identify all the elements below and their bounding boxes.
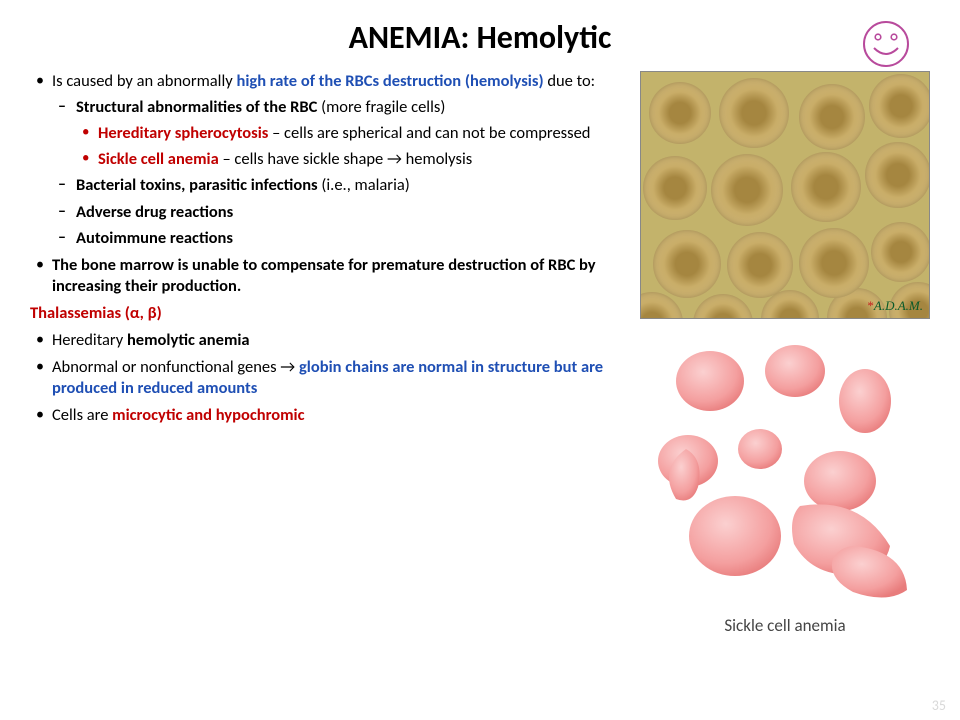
list-item: Cells are microcytic and hypochromic: [30, 405, 628, 426]
sickle-cell-illustration: [640, 331, 930, 611]
rbc-cell: [719, 78, 789, 148]
list-item: Hereditary hemolytic anemia: [30, 330, 628, 351]
bold-text: Adverse drug reactions: [76, 202, 233, 222]
list-item: Hereditary spherocytosis – cells are sph…: [76, 123, 628, 144]
text: Is caused by an abnormally: [52, 71, 236, 91]
text-column: Is caused by an abnormally high rate of …: [30, 71, 628, 636]
bold-text: Autoimmune reactions: [76, 228, 233, 248]
highlight-text: high rate of the RBCs destruction (hemol…: [236, 71, 547, 91]
list-item: Sickle cell anemia – cells have sickle s…: [76, 149, 628, 170]
text: – cells are spherical and can not be com…: [272, 123, 590, 143]
rbc-cell: [649, 82, 711, 144]
text: due to:: [547, 71, 595, 91]
text: Abnormal or nonfunctional genes →: [52, 357, 299, 377]
list-item: Autoimmune reactions: [52, 228, 628, 249]
text: (i.e., malaria): [321, 175, 409, 195]
rbc-cell: [865, 142, 930, 208]
rbc-cell: [693, 294, 753, 319]
spherocytosis-micrograph: *A.D.A.M.: [640, 71, 930, 319]
rbc-cell: [653, 230, 721, 298]
rbc-cell: [727, 232, 793, 298]
bold-text: The bone marrow is unable to compensate …: [52, 255, 596, 296]
rbc-cell: [799, 228, 869, 298]
page-title: ANEMIA: Hemolytic: [30, 18, 930, 57]
highlight-text: microcytic and hypochromic: [112, 405, 304, 425]
main-list: Is caused by an abnormally high rate of …: [30, 71, 628, 297]
list-item: Adverse drug reactions: [52, 202, 628, 223]
list-item: The bone marrow is unable to compensate …: [30, 255, 628, 297]
list-item: Is caused by an abnormally high rate of …: [30, 71, 628, 249]
image-column: *A.D.A.M.: [640, 71, 930, 636]
sickle-caption: Sickle cell anemia: [640, 615, 930, 636]
list-item: Bacterial toxins, parasitic infections (…: [52, 175, 628, 196]
text: A.D.A.M.: [874, 298, 923, 313]
text: – cells have sickle shape → hemolysis: [222, 149, 472, 169]
highlight-text: Sickle cell anemia: [98, 149, 222, 169]
page-number: 35: [932, 697, 946, 714]
bold-text: hemolytic anemia: [127, 330, 250, 350]
list-item: Abnormal or nonfunctional genes → globin…: [30, 357, 628, 399]
bold-text: Bacterial toxins, parasitic infections: [76, 175, 321, 195]
highlight-text: Hereditary spherocytosis: [98, 123, 272, 143]
smiley-icon: [860, 18, 912, 70]
rbc-cell: [643, 156, 707, 220]
adam-watermark: *A.D.A.M.: [867, 298, 923, 314]
rbc-cell: [869, 74, 930, 138]
thalassemias-heading: Thalassemias (α, β): [30, 303, 628, 324]
text: Cells are: [52, 405, 112, 425]
rbc-cell: [711, 154, 783, 226]
rbc-cell: [871, 222, 930, 282]
thalassemias-list: Hereditary hemolytic anemia Abnormal or …: [30, 330, 628, 426]
list-item: Structural abnormalities of the RBC (mor…: [52, 97, 628, 170]
content-row: Is caused by an abnormally high rate of …: [30, 71, 930, 636]
sub-sub-list: Hereditary spherocytosis – cells are sph…: [76, 123, 628, 170]
text: Hereditary: [52, 330, 127, 350]
bold-text: Structural abnormalities of the RBC: [76, 97, 321, 117]
sub-list: Structural abnormalities of the RBC (mor…: [52, 97, 628, 249]
text: (more fragile cells): [321, 97, 445, 117]
rbc-cell: [799, 84, 865, 150]
rbc-cell: [791, 152, 861, 222]
slide: ANEMIA: Hemolytic Is caused by an abnorm…: [0, 0, 960, 720]
